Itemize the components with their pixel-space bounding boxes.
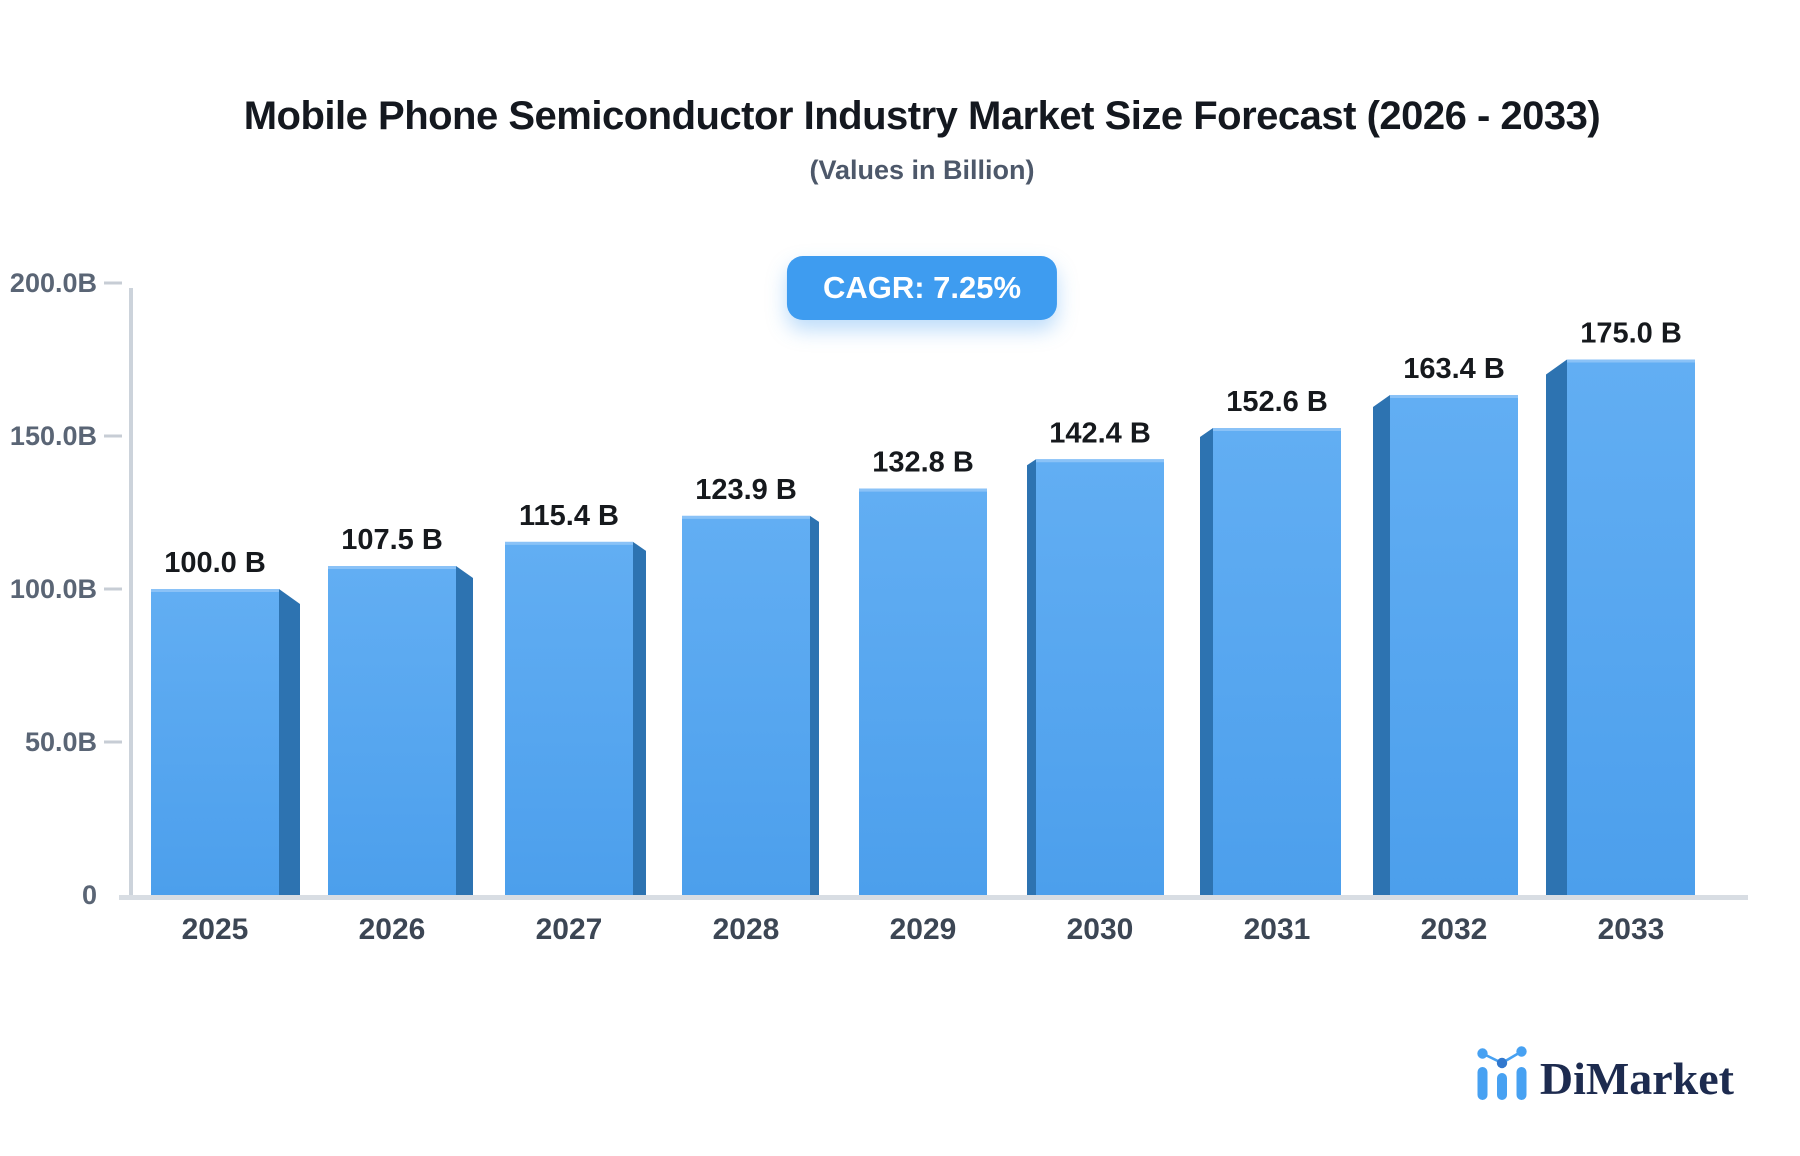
x-tick-label: 2029 — [890, 913, 957, 946]
bar — [682, 515, 810, 895]
x-tick-label: 2033 — [1598, 913, 1665, 946]
bar-side-face — [810, 515, 819, 895]
bar-value-label: 115.4 B — [519, 500, 619, 532]
bar — [328, 566, 456, 895]
x-tick-label: 2031 — [1244, 913, 1311, 946]
x-tick-label: 2028 — [713, 913, 780, 946]
y-tick-label: 0 — [82, 880, 97, 910]
x-tick-label: 2026 — [359, 913, 426, 946]
bar — [1567, 359, 1695, 895]
y-tick-label: 200.0B — [10, 268, 97, 298]
bar — [1390, 394, 1518, 895]
bar — [1213, 428, 1341, 895]
x-tick-label: 2025 — [182, 913, 249, 946]
bar — [151, 589, 279, 895]
bar-side-face — [279, 589, 300, 895]
bar-value-label: 107.5 B — [341, 524, 443, 556]
bar-side-face — [1546, 359, 1567, 895]
bar-side-face — [456, 566, 473, 895]
cagr-badge-label: CAGR: 7.25% — [822, 270, 1022, 305]
bar-side-face — [1373, 394, 1390, 895]
brand-logo: DiMarket — [1476, 1044, 1734, 1104]
dimarket-logo-icon — [1477, 1046, 1527, 1100]
y-tick-label: 150.0B — [10, 421, 97, 451]
bar-side-face — [1027, 459, 1036, 895]
x-tick-label: 2027 — [536, 913, 603, 946]
x-tick-label: 2030 — [1067, 913, 1134, 946]
bar — [505, 541, 633, 895]
x-tick-label: 2032 — [1421, 913, 1488, 946]
bar-value-label: 100.0 B — [164, 547, 266, 579]
brand-name: DiMarket — [1539, 1052, 1734, 1104]
bar-value-label: 132.8 B — [872, 447, 974, 479]
bar — [1036, 459, 1164, 895]
y-tick-label: 100.0B — [10, 574, 97, 604]
bar-value-label: 142.4 B — [1049, 417, 1151, 449]
bar-value-label: 163.4 B — [1403, 353, 1505, 385]
bar — [859, 488, 987, 895]
y-tick-label: 50.0B — [25, 727, 97, 757]
bar-side-face — [1200, 428, 1213, 895]
bar-value-label: 175.0 B — [1580, 318, 1682, 350]
cagr-badge: CAGR: 7.25% — [786, 256, 1058, 320]
bar-value-label: 152.6 B — [1226, 386, 1328, 418]
bar-value-label: 123.9 B — [695, 474, 797, 506]
bar-side-face — [633, 541, 646, 895]
